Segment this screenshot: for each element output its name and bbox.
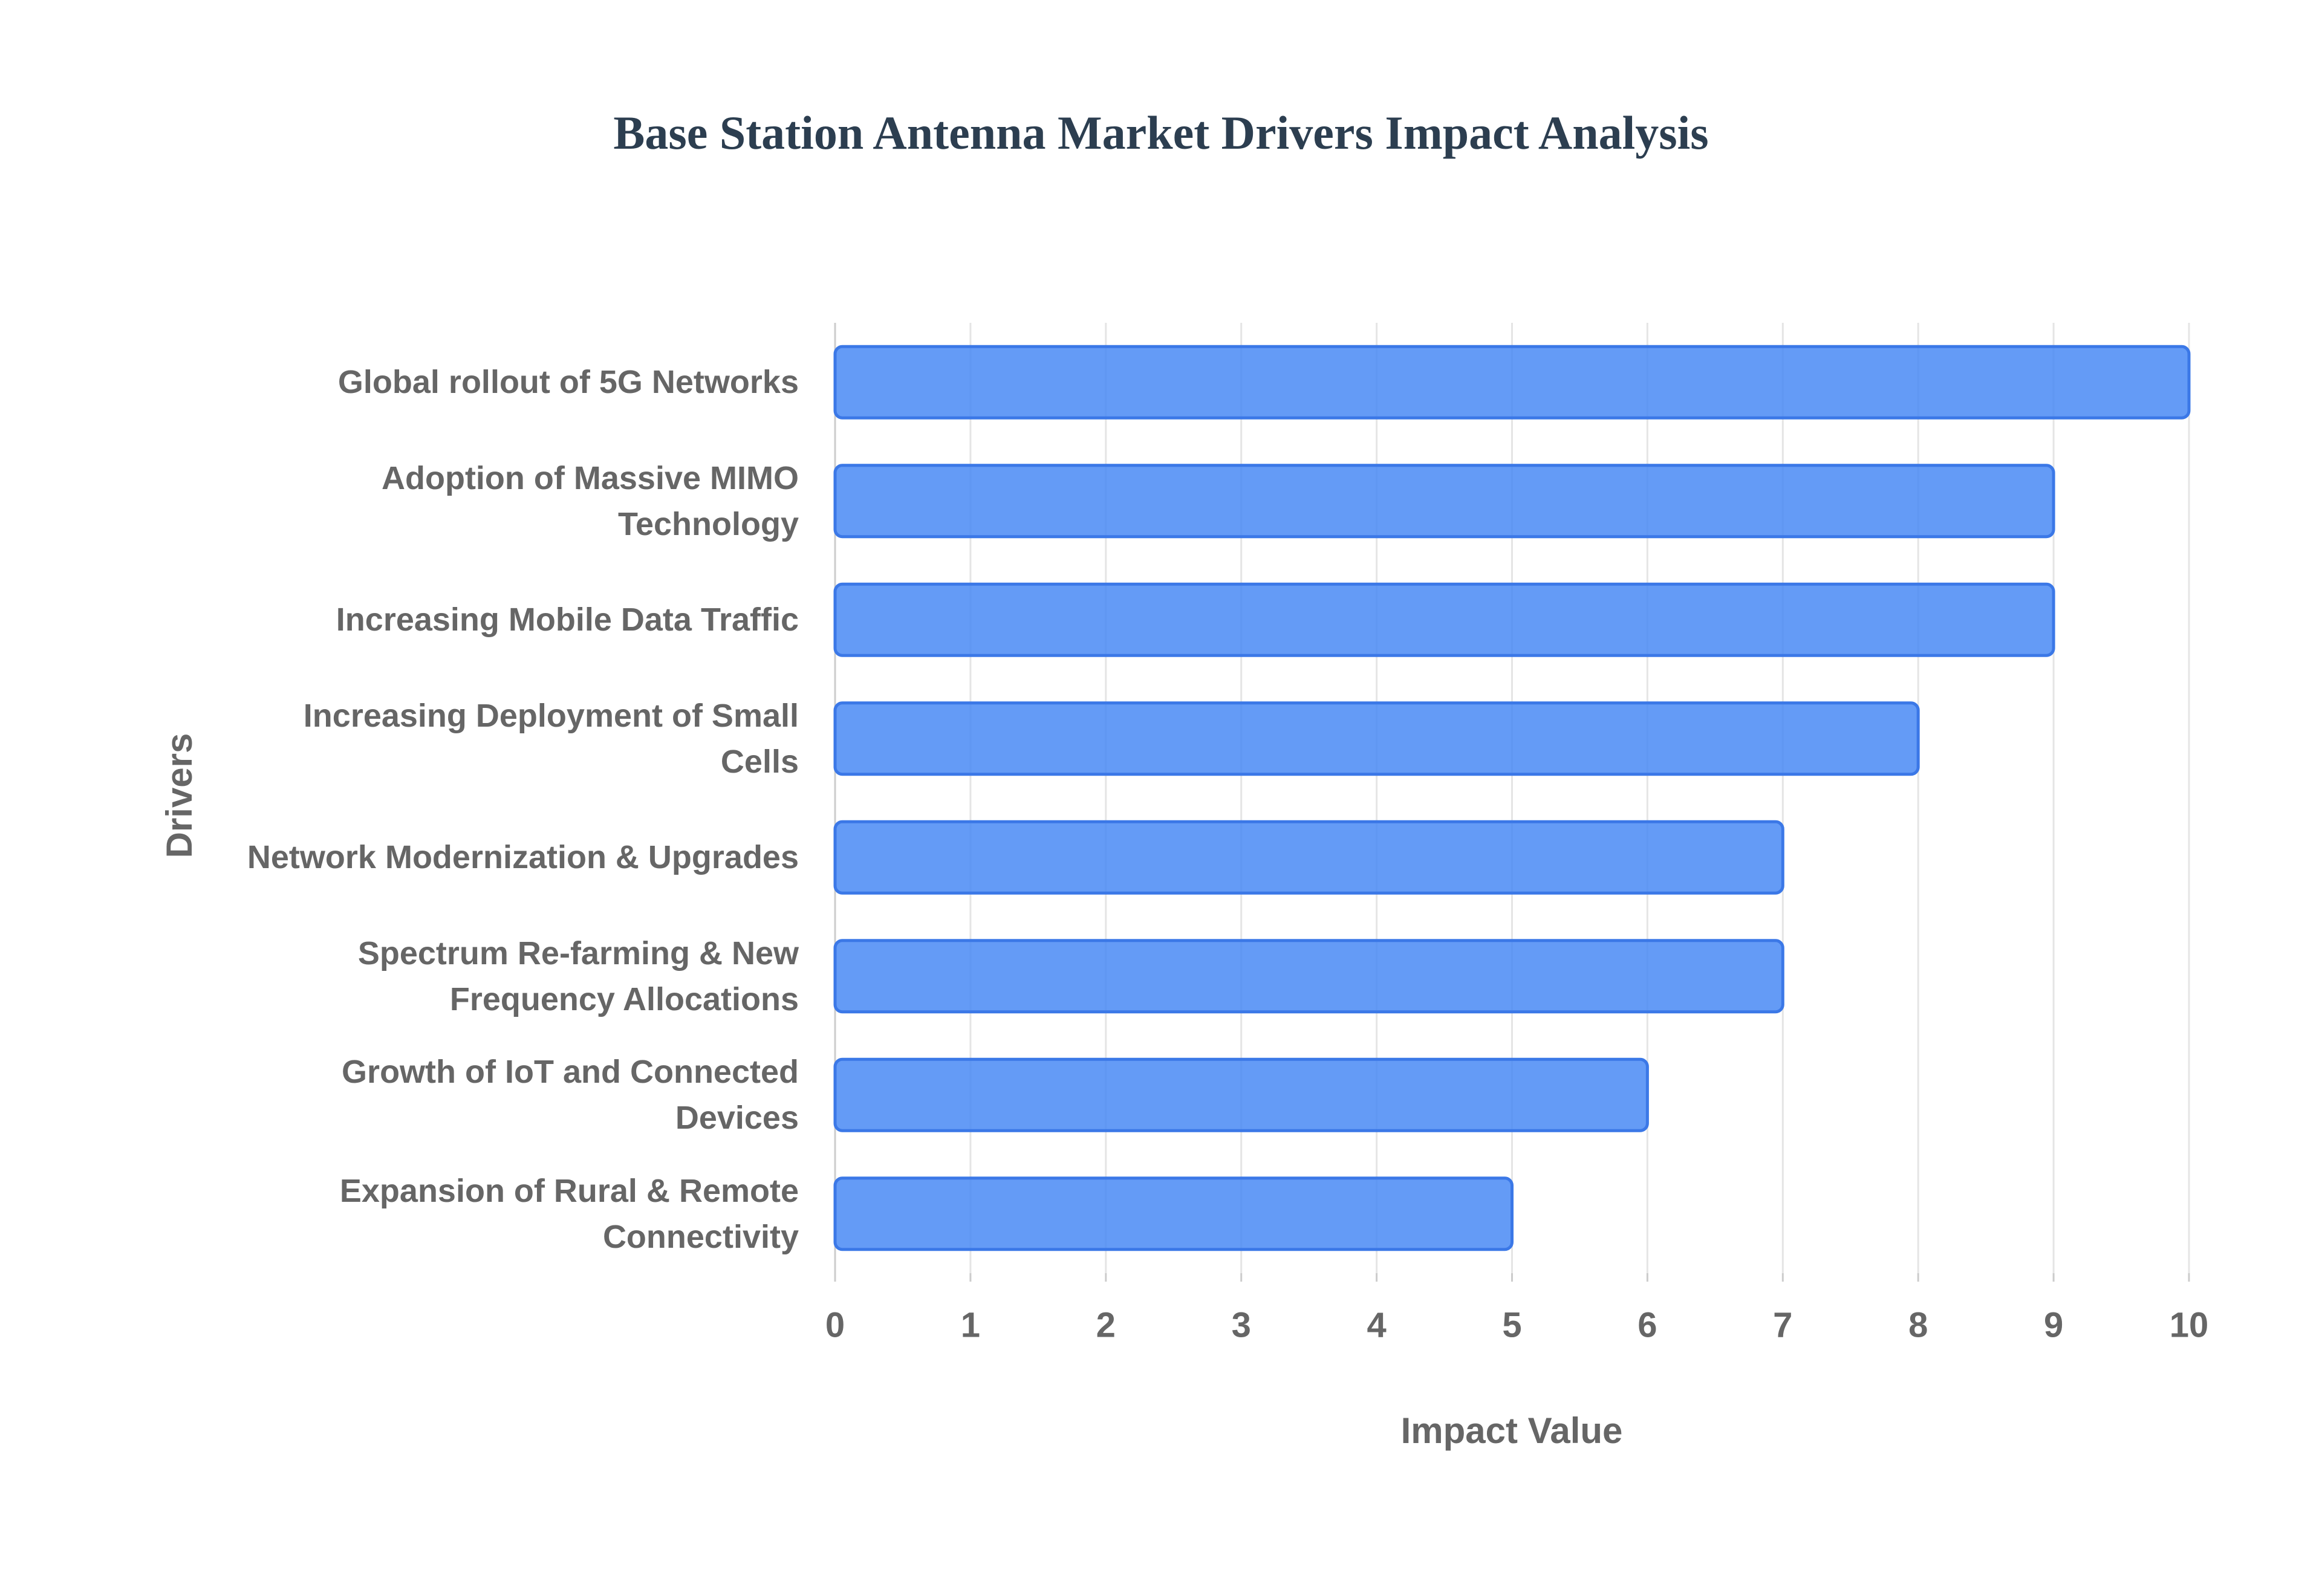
x-tick-label: 1 bbox=[961, 1305, 980, 1345]
x-tick-label: 9 bbox=[2044, 1305, 2063, 1345]
bar bbox=[833, 939, 1784, 1014]
x-axis-title: Impact Value bbox=[1401, 1410, 1623, 1451]
y-tick-label: Adoption of Massive MIMO Technology bbox=[381, 459, 799, 542]
x-tick-label: 7 bbox=[1773, 1305, 1792, 1345]
y-tick-label: Growth of IoT and Connected Devices bbox=[342, 1054, 799, 1137]
x-tick-label: 0 bbox=[825, 1305, 845, 1345]
y-tick-label: Spectrum Re-farming & New Frequency Allo… bbox=[357, 935, 799, 1017]
bar bbox=[833, 701, 1920, 776]
y-tick-label: Global rollout of 5G Networks bbox=[337, 364, 799, 401]
x-tick-label: 6 bbox=[1637, 1305, 1657, 1345]
x-tick-label: 8 bbox=[1908, 1305, 1928, 1345]
bar bbox=[833, 582, 2055, 657]
x-tick-label: 4 bbox=[1367, 1305, 1386, 1345]
bar bbox=[833, 464, 2055, 539]
bar bbox=[833, 345, 2191, 420]
x-tick-label: 10 bbox=[2170, 1305, 2209, 1345]
bar bbox=[833, 1057, 1649, 1132]
x-tick-label: 5 bbox=[1502, 1305, 1521, 1345]
y-tick-label: Expansion of Rural & Remote Connectivity bbox=[339, 1172, 799, 1255]
y-tick-label: Network Modernization & Upgrades bbox=[247, 839, 799, 876]
x-tick-label: 3 bbox=[1232, 1305, 1251, 1345]
bar bbox=[833, 820, 1784, 895]
chart-title: Base Station Antenna Market Drivers Impa… bbox=[613, 106, 1708, 159]
y-axis-title: Drivers bbox=[159, 733, 200, 858]
y-tick-label: Increasing Deployment of Small Cells bbox=[303, 697, 799, 780]
bar bbox=[833, 1176, 1514, 1251]
x-tick-label: 2 bbox=[1096, 1305, 1116, 1345]
y-tick-label: Increasing Mobile Data Traffic bbox=[336, 602, 799, 638]
